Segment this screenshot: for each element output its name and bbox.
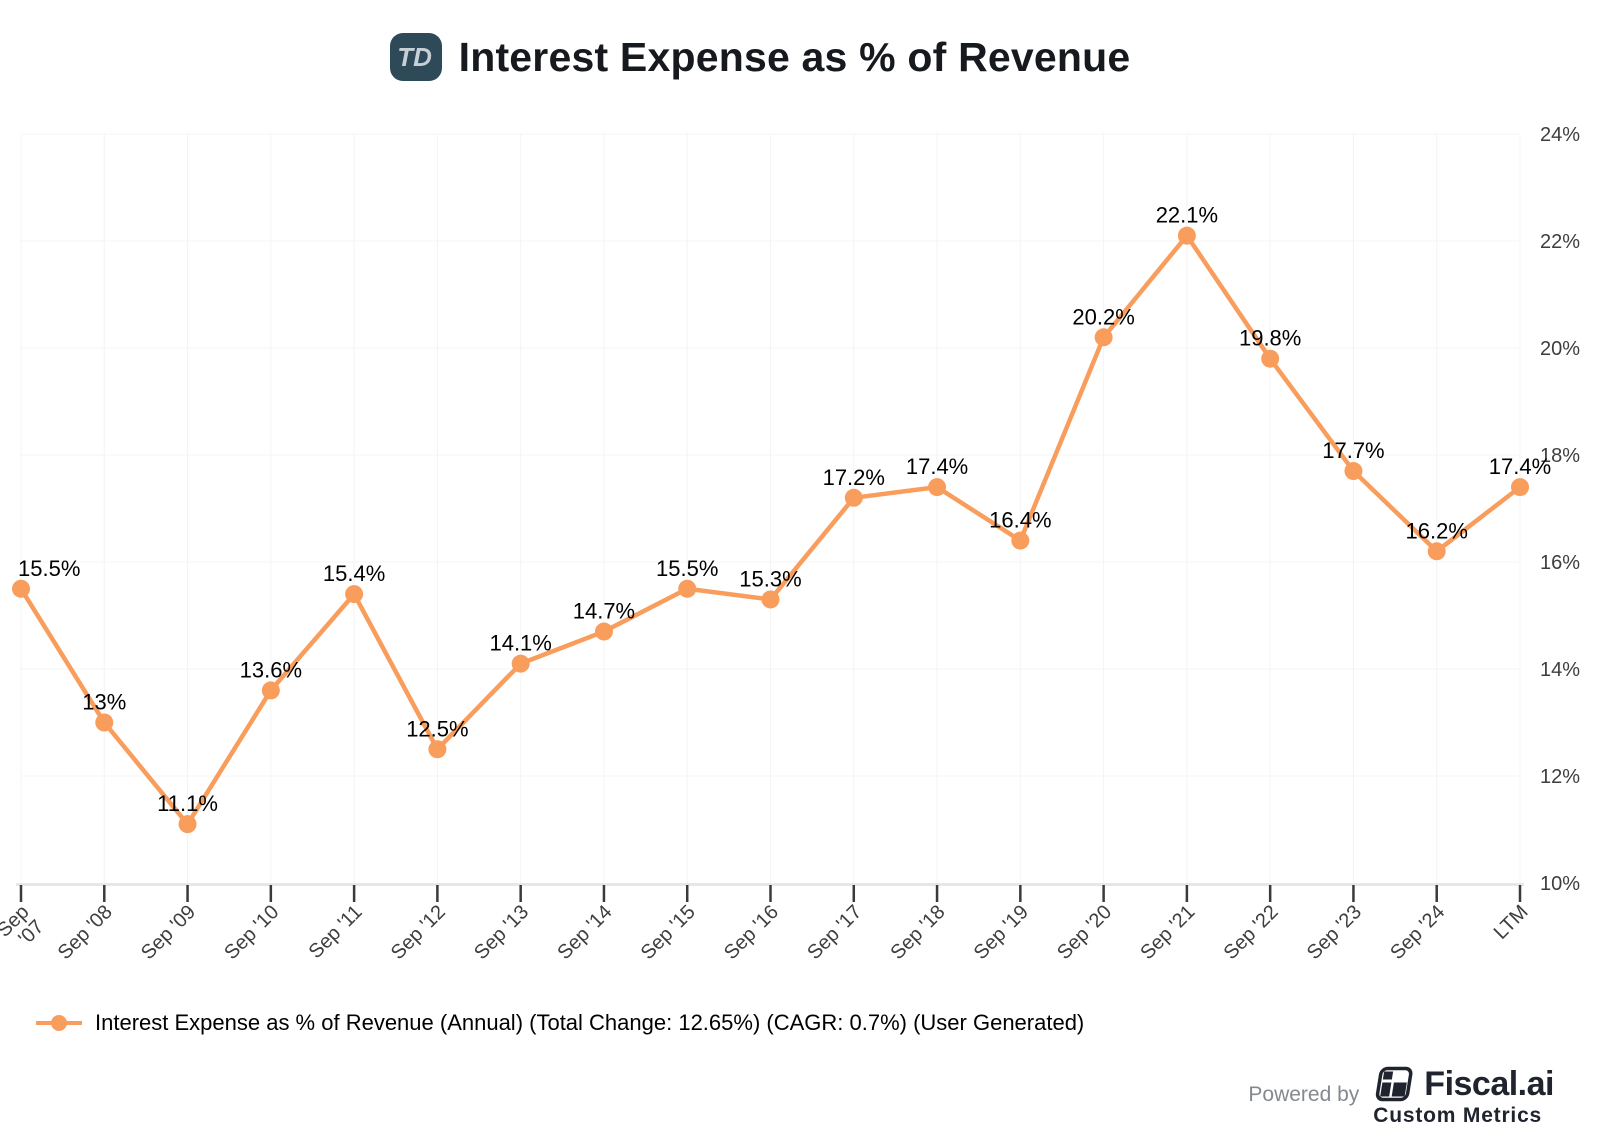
- y-axis-label: 16%: [1540, 552, 1580, 574]
- x-axis-label: Sep '18: [887, 901, 950, 964]
- data-point[interactable]: [1261, 349, 1280, 368]
- data-point[interactable]: [1177, 226, 1196, 245]
- x-axis-label: Sep '17: [803, 901, 866, 964]
- data-label: 15.5%: [18, 556, 80, 581]
- data-point[interactable]: [1011, 531, 1030, 550]
- data-point[interactable]: [345, 585, 364, 604]
- data-label: 19.8%: [1239, 326, 1301, 351]
- x-axis-label: Sep '11: [305, 901, 367, 963]
- data-point[interactable]: [1427, 542, 1446, 561]
- x-axis-label: Sep '16: [720, 901, 783, 964]
- legend-marker-icon: [36, 1015, 82, 1031]
- data-label: 22.1%: [1156, 203, 1218, 228]
- data-label: 13%: [82, 690, 126, 715]
- data-label: 17.2%: [823, 465, 885, 490]
- data-label: 17.4%: [906, 454, 968, 479]
- custom-metrics-label: Custom Metrics: [1373, 1104, 1543, 1127]
- chart-header: TD Interest Expense as % of Revenue: [0, 33, 1520, 81]
- x-axis-label: Sep '22: [1220, 901, 1283, 964]
- x-axis-label: Sep '21: [1136, 901, 1199, 964]
- data-point[interactable]: [1511, 478, 1529, 497]
- y-axis-label: 20%: [1540, 338, 1580, 360]
- chart-title: Interest Expense as % of Revenue: [458, 33, 1131, 80]
- x-axis-label: LTM: [1490, 901, 1533, 944]
- data-point[interactable]: [594, 622, 613, 641]
- data-label: 16.2%: [1406, 518, 1468, 543]
- x-axis-label: Sep '14: [553, 901, 616, 964]
- data-label: 15.3%: [739, 566, 801, 591]
- x-axis-label: Sep '08: [54, 901, 117, 964]
- fiscal-ai-logo-icon: [1376, 1066, 1413, 1102]
- x-axis-label: Sep '10: [220, 901, 283, 964]
- y-axis-label: 14%: [1540, 659, 1580, 681]
- x-axis-label: Sep '24: [1386, 901, 1449, 964]
- x-axis-label: Sep '09: [137, 901, 200, 964]
- y-axis-label: 22%: [1540, 231, 1580, 253]
- data-point[interactable]: [178, 815, 197, 834]
- fiscal-ai-wordmark: Fiscal.ai: [1424, 1065, 1554, 1103]
- x-axis-label: Sep '12: [387, 901, 450, 964]
- data-label: 14.7%: [573, 599, 635, 624]
- data-label: 17.4%: [1489, 454, 1551, 479]
- data-point[interactable]: [95, 713, 114, 732]
- data-label: 16.4%: [989, 508, 1051, 533]
- x-axis-label: Sep '23: [1303, 901, 1366, 964]
- legend-item[interactable]: Interest Expense as % of Revenue (Annual…: [34, 1007, 1084, 1039]
- powered-by-text: Powered by: [1248, 1083, 1360, 1106]
- data-point[interactable]: [761, 590, 780, 609]
- data-label: 20.2%: [1072, 304, 1134, 329]
- data-label: 17.7%: [1322, 438, 1384, 463]
- x-axis-label: Sep '19: [970, 901, 1033, 964]
- data-label: 15.5%: [656, 556, 718, 581]
- data-label: 11.1%: [157, 791, 218, 816]
- x-axis-label: Sep'07: [0, 901, 48, 957]
- data-point[interactable]: [928, 478, 947, 497]
- powered-by-footer: Powered by Fiscal.ai Custom Metrics: [1248, 1066, 1554, 1128]
- y-axis-label: 18%: [1540, 445, 1580, 467]
- legend-label: Interest Expense as % of Revenue (Annual…: [95, 1010, 1085, 1035]
- data-point[interactable]: [678, 579, 697, 598]
- data-point[interactable]: [844, 488, 863, 507]
- data-label: 13.6%: [240, 657, 302, 682]
- data-label: 12.5%: [406, 716, 468, 741]
- y-axis-label: 10%: [1540, 873, 1580, 895]
- data-point[interactable]: [511, 654, 530, 673]
- y-axis-label: 24%: [1540, 124, 1580, 146]
- data-point[interactable]: [1094, 328, 1113, 347]
- td-ticker-badge: TD: [389, 33, 442, 81]
- fiscal-ai-brand: Fiscal.ai Custom Metrics: [1373, 1066, 1554, 1128]
- x-axis-label: Sep '20: [1053, 901, 1116, 964]
- data-point[interactable]: [428, 740, 447, 759]
- y-axis-label: 12%: [1540, 766, 1580, 788]
- data-label: 14.1%: [489, 631, 551, 656]
- x-axis-label: Sep '13: [470, 901, 533, 964]
- td-ticker-label: TD: [397, 41, 432, 72]
- x-axis-label: Sep '15: [637, 901, 700, 964]
- data-point[interactable]: [261, 681, 280, 700]
- data-point[interactable]: [12, 579, 30, 598]
- data-label: 15.4%: [323, 561, 385, 586]
- data-point[interactable]: [1344, 462, 1363, 481]
